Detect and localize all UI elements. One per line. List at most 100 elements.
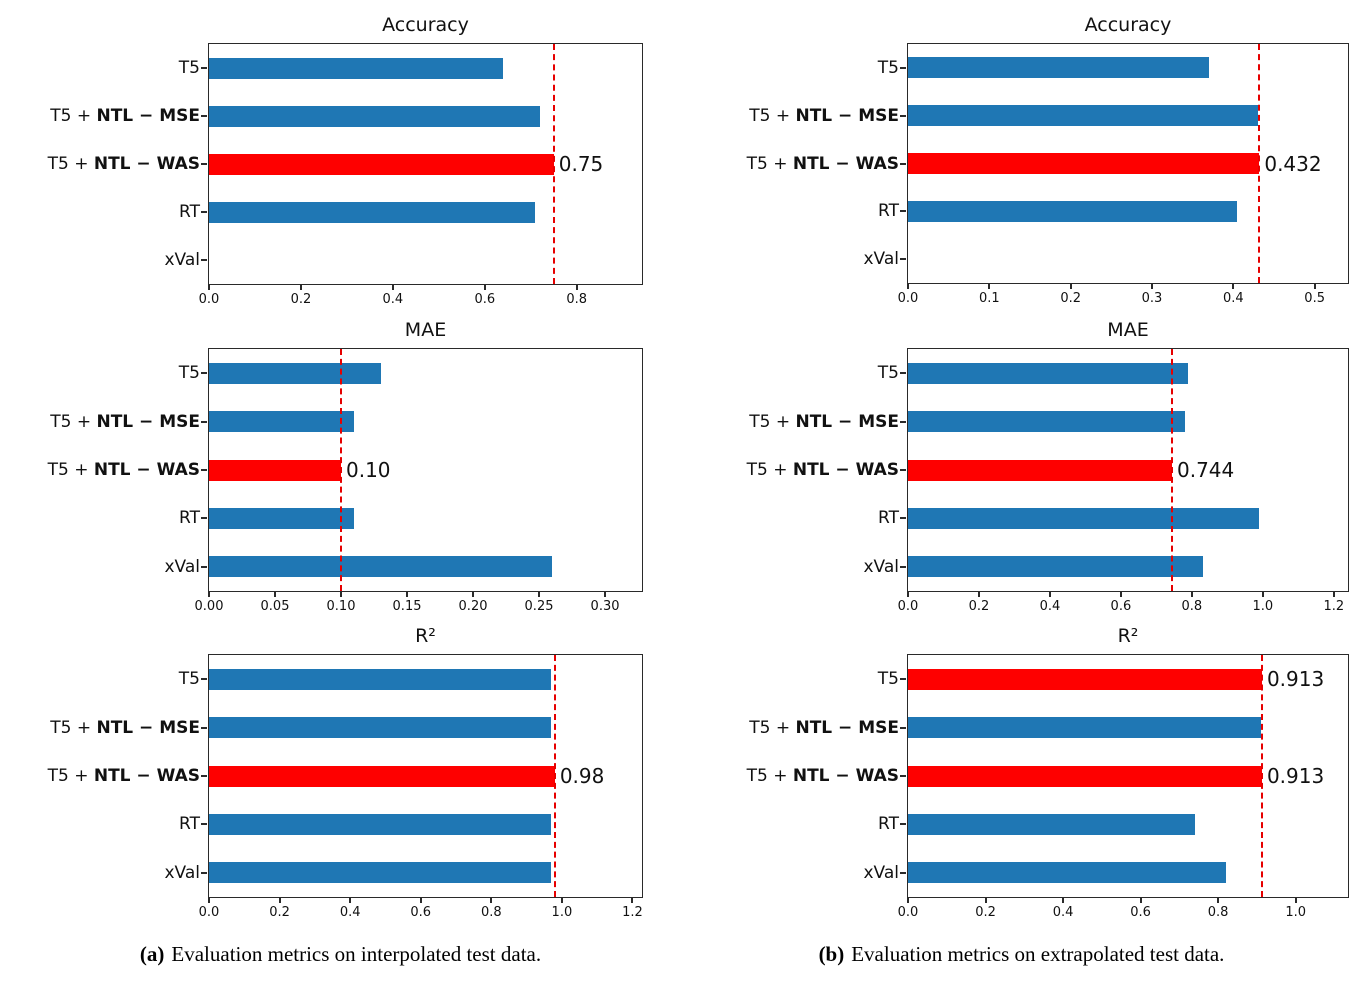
x-tick-label: 0.0 <box>198 292 220 307</box>
y-tick-t5 <box>900 66 906 69</box>
x-tick-label: 0.0 <box>198 905 220 920</box>
chart-title-r2-interpolated: R² <box>415 625 436 647</box>
bar-value-label-t5-ntl-was: 0.913 <box>1266 764 1325 788</box>
y-tick-t5-ntl-mse <box>201 726 207 729</box>
bar-t5-ntl-mse <box>209 105 540 127</box>
x-tick <box>208 592 210 597</box>
reference-line-mae-extrapolated <box>1171 349 1173 591</box>
x-tick <box>278 898 281 903</box>
y-tick-rt <box>201 211 207 213</box>
x-tick-label: 0.8 <box>480 905 502 920</box>
x-tick-label: 0.1 <box>978 291 1000 306</box>
y-tick-rt <box>900 823 906 826</box>
x-tick <box>538 592 541 597</box>
x-tick-label: 1.2 <box>1323 599 1345 614</box>
y-tick-rt <box>900 210 906 213</box>
category-label-t5-ntl-mse: T5 + NTL − MSE <box>50 106 200 126</box>
chart-accuracy-extrapolated: Accuracy T5 T5 + NTL − MSE T5 + NTL − WAS 0.… <box>747 14 1349 306</box>
y-tick-t5-ntl-was <box>201 469 207 471</box>
category-label-segment: xVal <box>863 556 899 577</box>
x-tick <box>391 285 394 290</box>
chart-mae-interpolated: MAE T5 T5 + NTL − MSE T5 + NTL − WAS 0.10 RT x… <box>48 319 643 614</box>
x-tick-label: 0.2 <box>975 905 996 920</box>
x-tick-label: 0.8 <box>1181 599 1203 614</box>
x-tick <box>907 592 909 597</box>
plot-area-accuracy-extrapolated: T5 T5 + NTL − MSE T5 + NTL − WAS 0.432 RT xVa… <box>747 43 1349 306</box>
category-label-bold-segment: NTL − WAS <box>93 460 200 480</box>
caption-a: (a) Evaluation metrics on interpolated te… <box>0 942 681 967</box>
x-tick-label: 0.3 <box>1141 291 1163 306</box>
y-tick-rt <box>201 517 207 520</box>
category-label-t5-ntl-was: T5 + NTL − WAS <box>747 154 899 174</box>
bar-value-label-t5-ntl-was: 0.98 <box>559 764 605 788</box>
bar-t5 <box>908 57 1209 79</box>
bar-t5-ntl-mse <box>209 717 552 739</box>
category-label-segment: T5 <box>178 58 200 78</box>
bar-t5-ntl-mse <box>209 411 355 433</box>
bar-t5-ntl-was <box>908 153 1260 174</box>
category-label-segment: T5 + <box>50 717 97 738</box>
category-label-t5-ntl-was: T5 + NTL − WAS <box>48 766 200 786</box>
category-label-t5-ntl-mse: T5 + NTL − MSE <box>749 106 899 126</box>
category-label-t5: T5 <box>179 58 200 78</box>
x-tick-label: 0.0 <box>897 905 919 920</box>
x-tick <box>472 592 475 597</box>
category-label-bold-segment: NTL − MSE <box>96 106 200 126</box>
bar-t5-ntl-was <box>908 459 1172 481</box>
x-tick-label: 0.5 <box>1304 291 1325 306</box>
y-tick-xval <box>900 565 906 568</box>
category-label-t5-ntl-was: T5 + NTL − WAS <box>747 460 899 480</box>
bar-rt <box>908 200 1238 222</box>
category-label-segment: T5 + <box>47 766 94 786</box>
category-label-bold-segment: NTL − MSE <box>795 105 899 126</box>
x-tick-label: 0.6 <box>410 905 432 920</box>
category-label-segment: xVal <box>863 862 899 883</box>
reference-line-mae-interpolated <box>340 349 342 591</box>
y-tick-xval <box>201 259 207 261</box>
category-label-xval: xVal <box>164 863 200 883</box>
x-tick <box>907 284 909 289</box>
x-tick <box>406 592 409 597</box>
category-label-t5: T5 <box>878 363 899 383</box>
x-tick-label: 0.10 <box>326 599 356 614</box>
x-tick-label: 0.6 <box>474 292 496 307</box>
bar-value-label-t5-ntl-was: 0.432 <box>1264 151 1322 176</box>
y-tick-t5-ntl-was <box>900 775 906 777</box>
y-tick-t5-ntl-mse <box>900 114 906 117</box>
y-tick-t5-ntl-was <box>900 162 906 165</box>
category-label-t5-ntl-mse: T5 + NTL − MSE <box>749 718 899 738</box>
x-tick-label: 0.2 <box>290 292 312 307</box>
category-label-t5: T5 <box>878 669 899 689</box>
category-label-xval: xVal <box>863 863 899 883</box>
y-tick-t5-ntl-was <box>900 469 906 471</box>
chart-title-accuracy-interpolated: Accuracy <box>382 14 469 36</box>
bar-t5 <box>209 57 504 79</box>
plot-area-r2-extrapolated: T5 0.913 T5 + NTL − MSE T5 + NTL − WAS 0.913… <box>747 654 1349 920</box>
x-tick-label: 0.20 <box>458 599 488 614</box>
bar-xval <box>908 556 1203 578</box>
x-tick <box>575 285 578 290</box>
x-tick <box>1062 898 1065 903</box>
category-label-segment: RT <box>878 201 899 222</box>
bar-t5 <box>908 362 1189 384</box>
category-label-bold-segment: NTL − WAS <box>93 766 200 786</box>
y-tick-xval <box>900 258 906 261</box>
category-label-xval: xVal <box>863 557 899 577</box>
category-label-rt: RT <box>179 814 200 834</box>
bar-rt <box>209 507 355 529</box>
x-tick <box>1048 592 1051 597</box>
category-label-t5-ntl-was: T5 + NTL − WAS <box>48 460 200 480</box>
category-label-segment: xVal <box>164 250 200 270</box>
category-label-segment: RT <box>179 814 200 835</box>
bar-value-label-t5: 0.913 <box>1266 667 1325 692</box>
y-tick-t5 <box>201 678 207 681</box>
x-tick <box>984 898 987 903</box>
chart-r2-interpolated: R² T5 T5 + NTL − MSE T5 + NTL − WAS 0.98 RT xV… <box>48 625 643 920</box>
caption-b-text: Evaluation metrics on extrapolated test … <box>851 942 1225 966</box>
y-tick-t5-ntl-mse <box>900 726 906 729</box>
bar-t5-ntl-was <box>209 153 554 175</box>
category-label-xval: xVal <box>863 249 899 269</box>
y-tick-t5-ntl-mse <box>900 420 906 423</box>
x-tick-label: 0.15 <box>392 599 422 614</box>
y-tick-t5 <box>201 372 207 375</box>
